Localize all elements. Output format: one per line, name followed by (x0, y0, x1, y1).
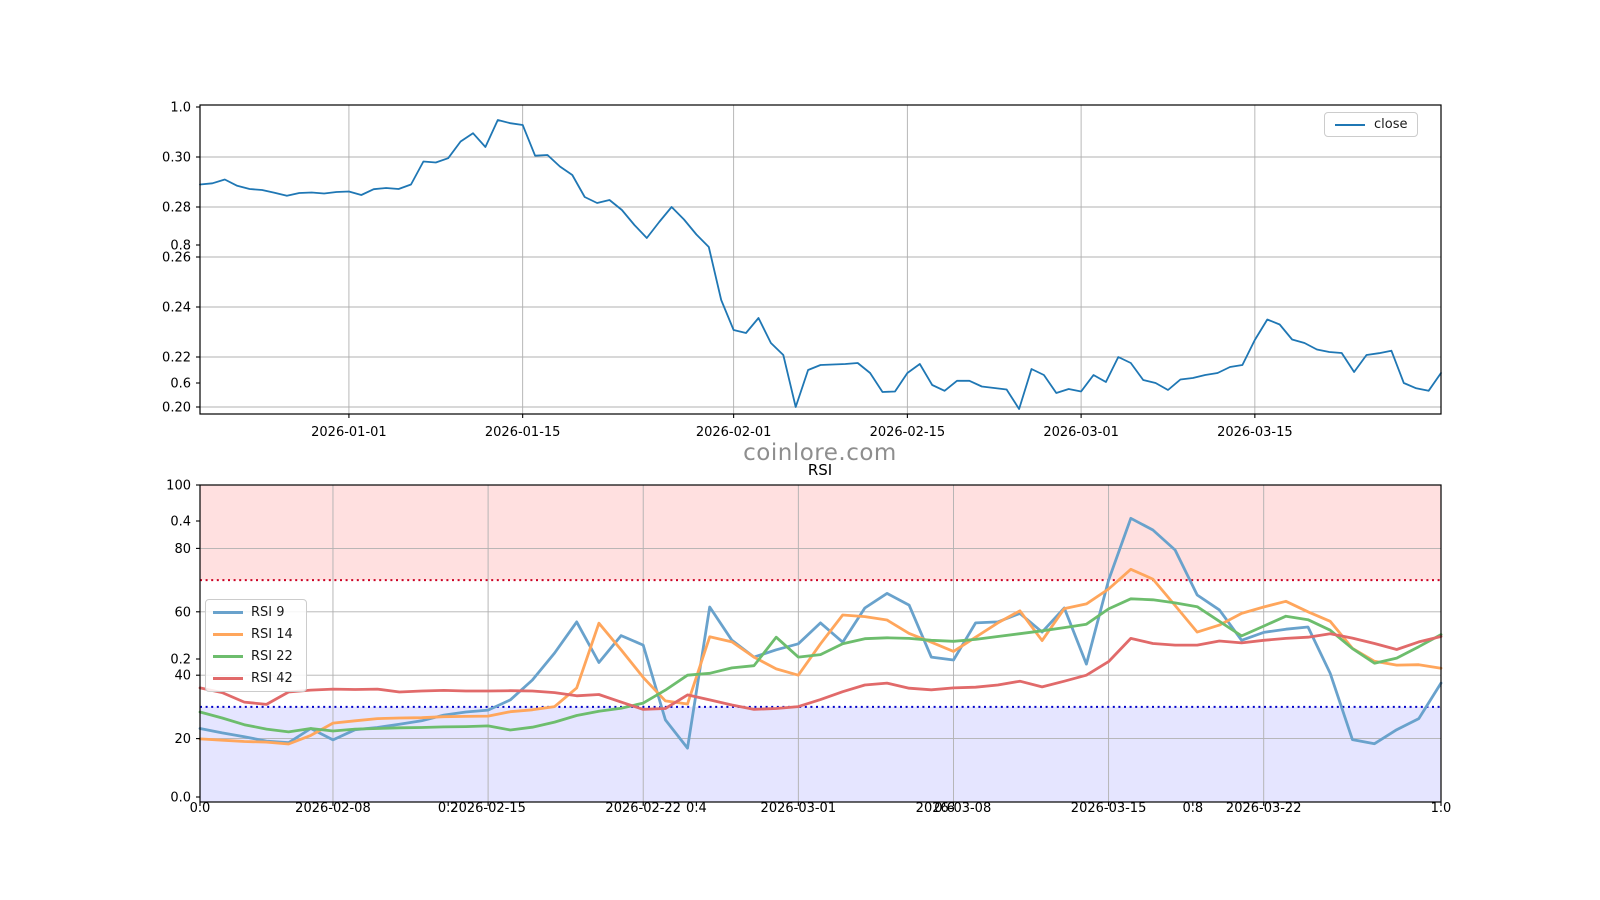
y-tick-label: 0.24 (162, 301, 191, 316)
x-tick-label: 2026-03-08 (916, 801, 992, 816)
overlay-x-tick-label: 0.6 (934, 801, 955, 816)
rsi22-legend-swatch (213, 655, 243, 658)
overlay-x-tick-label: 0.4 (686, 801, 707, 816)
rsi-legend-item: RSI 14 (213, 628, 301, 641)
x-tick-label: 2026-02-22 (605, 801, 681, 816)
y-tick-label: 0.20 (162, 401, 191, 416)
x-tick-label: 2026-03-01 (1043, 425, 1119, 440)
price-legend: close (1324, 112, 1419, 137)
y-tick-label: 60 (174, 605, 191, 620)
overlay-y-tick-label: 0.8 (170, 239, 191, 254)
overlay-y-tick-label: 0.0 (170, 791, 191, 806)
x-tick-label: 2026-01-15 (485, 425, 561, 440)
overlay-x-tick-label: 1.0 (1431, 801, 1452, 816)
x-tick-label: 2026-02-15 (450, 801, 526, 816)
rsi14-legend-label: RSI 14 (251, 627, 293, 642)
rsi-panel-title: RSI (807, 461, 833, 479)
overbought-band (200, 485, 1441, 581)
overlay-x-tick-label: 0.0 (190, 801, 211, 816)
y-tick-label: 0.26 (162, 251, 191, 266)
y-tick-label: 0.28 (162, 201, 191, 216)
x-tick-label: 2026-03-15 (1071, 801, 1147, 816)
overlay-y-tick-label: 0.6 (170, 377, 191, 392)
rsi-legend-item: RSI 9 (213, 606, 301, 619)
x-tick-label: 2026-03-15 (1217, 425, 1293, 440)
overlay-y-tick-label: 0.4 (170, 515, 191, 530)
y-tick-label: 100 (166, 479, 191, 494)
y-tick-label: 0.30 (162, 151, 191, 166)
rsi14-legend-swatch (213, 633, 243, 636)
overlay-x-tick-label: 0.8 (1182, 801, 1203, 816)
x-tick-label: 2026-02-15 (870, 425, 946, 440)
x-tick-label: 2026-02-01 (696, 425, 772, 440)
rsi42-legend-swatch (213, 677, 243, 680)
rsi-42-line (198, 632, 1443, 711)
x-tick-label: 2026-02-08 (295, 801, 371, 816)
rsi42-legend-label: RSI 42 (251, 671, 293, 686)
close-legend-label: close (1374, 117, 1408, 132)
rsi-legend-item: RSI 42 (213, 672, 301, 685)
y-tick-label: 0.22 (162, 351, 191, 366)
x-tick-label: 2026-01-01 (311, 425, 387, 440)
close-legend-swatch (1335, 123, 1365, 126)
y-tick-label: 20 (174, 732, 191, 747)
rsi-22-line (198, 597, 1443, 734)
rsi9-legend-label: RSI 9 (251, 605, 285, 620)
oversold-band (200, 706, 1441, 802)
close-line (199, 119, 1442, 410)
axis-frame (199, 104, 1442, 415)
y-tick-label: 40 (174, 669, 191, 684)
rsi-legend: RSI 9 RSI 14 RSI 22 RSI 42 (205, 599, 307, 692)
rsi22-legend-label: RSI 22 (251, 649, 293, 664)
y-tick-label: 80 (174, 542, 191, 557)
overlay-y-tick-label: 0.2 (170, 653, 191, 668)
watermark: coinlore.com (743, 440, 897, 466)
overlay-x-tick-label: 0.2 (438, 801, 459, 816)
axis-frame (199, 484, 1442, 803)
overlay-y-tick-label: 1.0 (170, 101, 191, 116)
x-tick-label: 2026-03-22 (1226, 801, 1302, 816)
rsi9-legend-swatch (213, 611, 243, 614)
rsi-legend-item: RSI 22 (213, 650, 301, 663)
rsi-14-line (198, 567, 1443, 746)
x-tick-label: 2026-03-01 (761, 801, 837, 816)
